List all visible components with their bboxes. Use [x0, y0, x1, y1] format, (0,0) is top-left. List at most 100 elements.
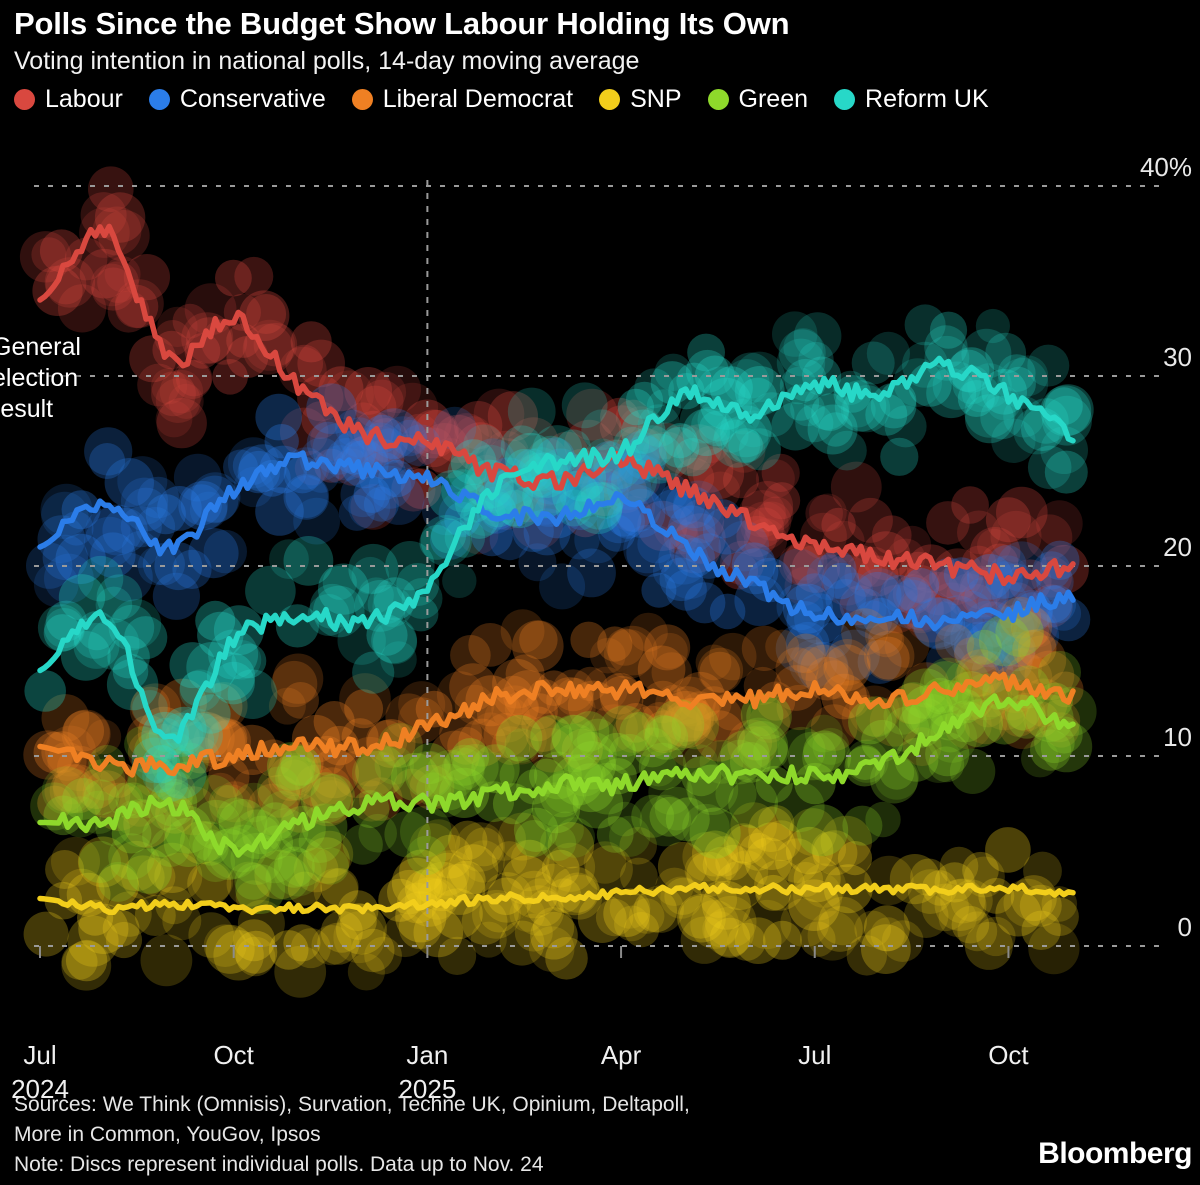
poll-disc	[679, 691, 720, 732]
poll-disc	[691, 425, 730, 464]
poll-disc	[425, 749, 476, 801]
poll-disc	[755, 874, 792, 911]
poll-disc	[789, 639, 838, 688]
poll-disc	[864, 630, 915, 682]
poll-disc	[803, 730, 846, 773]
poll-disc	[404, 869, 443, 908]
poll-disc	[439, 712, 482, 756]
poll-disc	[809, 493, 847, 532]
poll-disc	[574, 516, 622, 564]
x-axis-year: 2025	[398, 1074, 457, 1104]
poll-disc	[734, 575, 785, 626]
poll-disc	[755, 459, 795, 499]
poll-disc	[451, 738, 490, 777]
poll-disc	[662, 423, 698, 459]
poll-disc	[723, 430, 766, 473]
poll-disc	[551, 715, 598, 761]
legend-item-green[interactable]: Green	[707, 84, 808, 114]
y-axis-tick-40: 40%	[1139, 152, 1192, 182]
poll-disc	[480, 493, 517, 530]
poll-disc	[996, 486, 1048, 539]
poll-disc	[145, 494, 186, 535]
poll-disc	[43, 614, 82, 652]
poll-disc	[67, 915, 119, 967]
poll-disc	[373, 474, 425, 525]
y-axis-tick-0: 0	[1177, 912, 1192, 942]
poll-disc	[1036, 500, 1083, 547]
poll-disc	[272, 653, 324, 704]
poll-disc	[557, 872, 598, 913]
poll-disc	[617, 388, 654, 426]
poll-disc	[462, 840, 505, 883]
poll-disc	[837, 841, 873, 876]
legend-item-liberal-democrat[interactable]: Liberal Democrat	[351, 84, 573, 114]
poll-disc	[65, 939, 108, 982]
poll-disc	[531, 784, 581, 834]
poll-disc	[491, 726, 531, 765]
poll-disc	[318, 563, 370, 615]
poll-disc	[368, 465, 412, 509]
poll-disc	[151, 368, 188, 405]
legend-swatch-icon-liberal-democrat	[351, 88, 373, 110]
poll-disc	[217, 797, 255, 835]
poll-discs-green	[30, 608, 1097, 914]
poll-disc	[1042, 395, 1092, 446]
poll-disc	[628, 612, 668, 652]
poll-disc	[60, 631, 111, 681]
poll-disc	[632, 727, 673, 768]
legend-item-labour[interactable]: Labour	[14, 84, 123, 114]
poll-disc	[76, 769, 117, 809]
chart-footer: Sources: We Think (Omnisis), Survation, …	[14, 1090, 1194, 1180]
poll-disc	[804, 714, 843, 753]
poll-disc	[313, 767, 351, 805]
x-axis-label-oct: Oct	[988, 1040, 1028, 1071]
poll-disc	[529, 758, 565, 794]
poll-disc	[1010, 875, 1057, 922]
poll-disc	[19, 231, 72, 283]
poll-disc	[796, 804, 849, 857]
y-axis-tick-10: 10	[1163, 722, 1192, 752]
poll-disc	[96, 574, 143, 620]
poll-disc	[207, 827, 260, 879]
poll-disc	[179, 670, 216, 707]
poll-disc	[884, 405, 927, 448]
poll-disc	[659, 424, 710, 474]
poll-disc	[61, 943, 98, 980]
poll-disc	[772, 548, 825, 601]
poll-disc	[146, 788, 190, 831]
poll-disc	[1034, 722, 1075, 764]
poll-disc	[351, 928, 395, 973]
poll-disc	[783, 540, 824, 581]
legend-item-snp[interactable]: SNP	[599, 84, 682, 114]
poll-disc	[90, 263, 133, 307]
poll-disc	[184, 333, 221, 369]
poll-disc	[58, 574, 106, 621]
poll-disc	[625, 705, 677, 758]
poll-disc	[752, 501, 792, 541]
poll-disc	[991, 418, 1036, 463]
poll-disc	[789, 808, 837, 856]
poll-disc	[654, 353, 692, 391]
poll-disc	[1021, 739, 1059, 778]
poll-disc	[615, 399, 651, 434]
legend-item-conservative[interactable]: Conservative	[148, 84, 326, 114]
poll-disc	[400, 805, 452, 858]
legend-item-reform-uk[interactable]: Reform UK	[834, 84, 989, 114]
poll-disc	[921, 883, 969, 931]
poll-disc	[827, 430, 867, 471]
poll-disc	[44, 608, 85, 649]
poll-disc	[696, 695, 743, 742]
bloomberg-logo: Bloomberg	[1038, 1137, 1192, 1170]
poll-disc	[919, 661, 972, 713]
poll-disc	[103, 552, 153, 602]
poll-disc	[61, 940, 112, 991]
poll-disc	[734, 917, 782, 964]
poll-disc	[551, 714, 596, 759]
poll-disc	[590, 637, 626, 674]
poll-disc	[982, 632, 1021, 672]
poll-disc	[213, 605, 264, 656]
poll-disc	[800, 644, 849, 693]
poll-disc	[581, 409, 623, 451]
poll-disc	[800, 921, 836, 957]
poll-disc	[720, 415, 769, 464]
